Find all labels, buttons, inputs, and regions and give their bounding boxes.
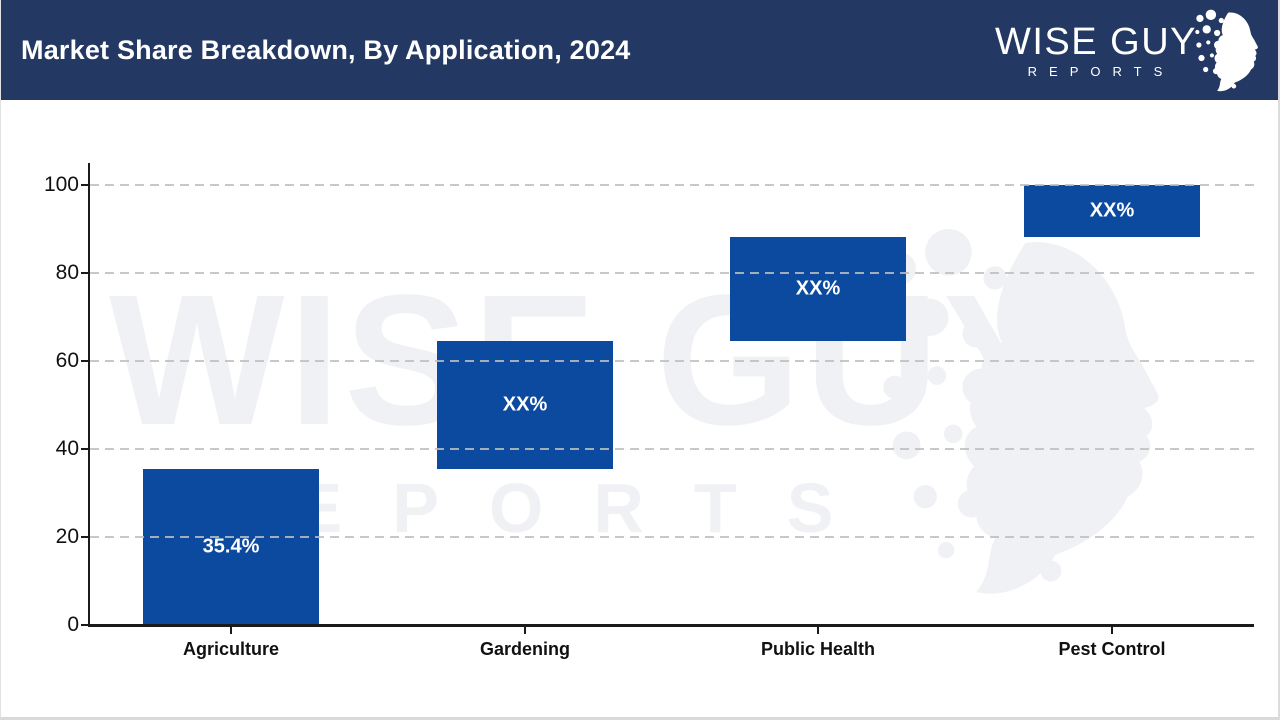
x-tick-mark-pest-control <box>1111 627 1113 634</box>
y-tick-mark-0 <box>81 624 89 626</box>
bar-pest-control <box>1024 185 1200 237</box>
y-tick-label-100: 100 <box>43 173 79 196</box>
x-tick-mark-public-health <box>817 627 819 634</box>
gridline-60 <box>90 360 1254 362</box>
header-band: Market Share Breakdown, By Application, … <box>1 0 1278 100</box>
bar-gardening <box>437 340 613 470</box>
y-tick-label-20: 20 <box>55 525 79 548</box>
brand-logo-head-icon <box>1195 9 1258 92</box>
bar-value-label-agriculture: 35.4% <box>202 535 260 558</box>
x-category-label-agriculture: Agriculture <box>182 639 279 659</box>
gridline-80 <box>90 272 1254 274</box>
y-tick-mark-40 <box>81 448 89 450</box>
x-category-label-pest-control: Pest Control <box>1058 639 1166 659</box>
bar-value-label-public-health: XX% <box>795 277 841 300</box>
gridline-100 <box>90 184 1254 186</box>
y-tick-mark-60 <box>81 360 89 362</box>
y-axis-line <box>88 163 90 627</box>
y-tick-label-60: 60 <box>55 349 79 372</box>
watermark-head-icon <box>878 228 1159 594</box>
x-tick-mark-gardening <box>524 627 526 634</box>
x-tick-mark-agriculture <box>230 627 232 634</box>
y-tick-mark-80 <box>81 272 89 274</box>
gridline-40 <box>90 448 1254 450</box>
x-axis-line <box>88 624 1254 627</box>
gridline-20 <box>90 536 1254 538</box>
brand-logo-wordmark: WISE GUY <box>994 20 1197 63</box>
y-tick-label-0: 0 <box>67 613 79 636</box>
x-category-label-public-health: Public Health <box>760 639 876 659</box>
y-tick-label-80: 80 <box>55 261 79 284</box>
brand-logo: WISE GUY REPORTS <box>995 6 1269 96</box>
y-tick-label-40: 40 <box>55 437 79 460</box>
bar-value-label-pest-control: XX% <box>1089 199 1135 222</box>
y-tick-mark-100 <box>81 184 89 186</box>
y-tick-mark-20 <box>81 536 89 538</box>
bar-agriculture <box>143 469 319 625</box>
x-category-label-gardening: Gardening <box>479 639 570 659</box>
chart-title: Market Share Breakdown, By Application, … <box>21 34 631 65</box>
bar-value-label-gardening: XX% <box>502 393 548 416</box>
bar-public-health <box>730 236 906 341</box>
brand-logo-subtitle: REPORTS <box>1027 64 1175 80</box>
